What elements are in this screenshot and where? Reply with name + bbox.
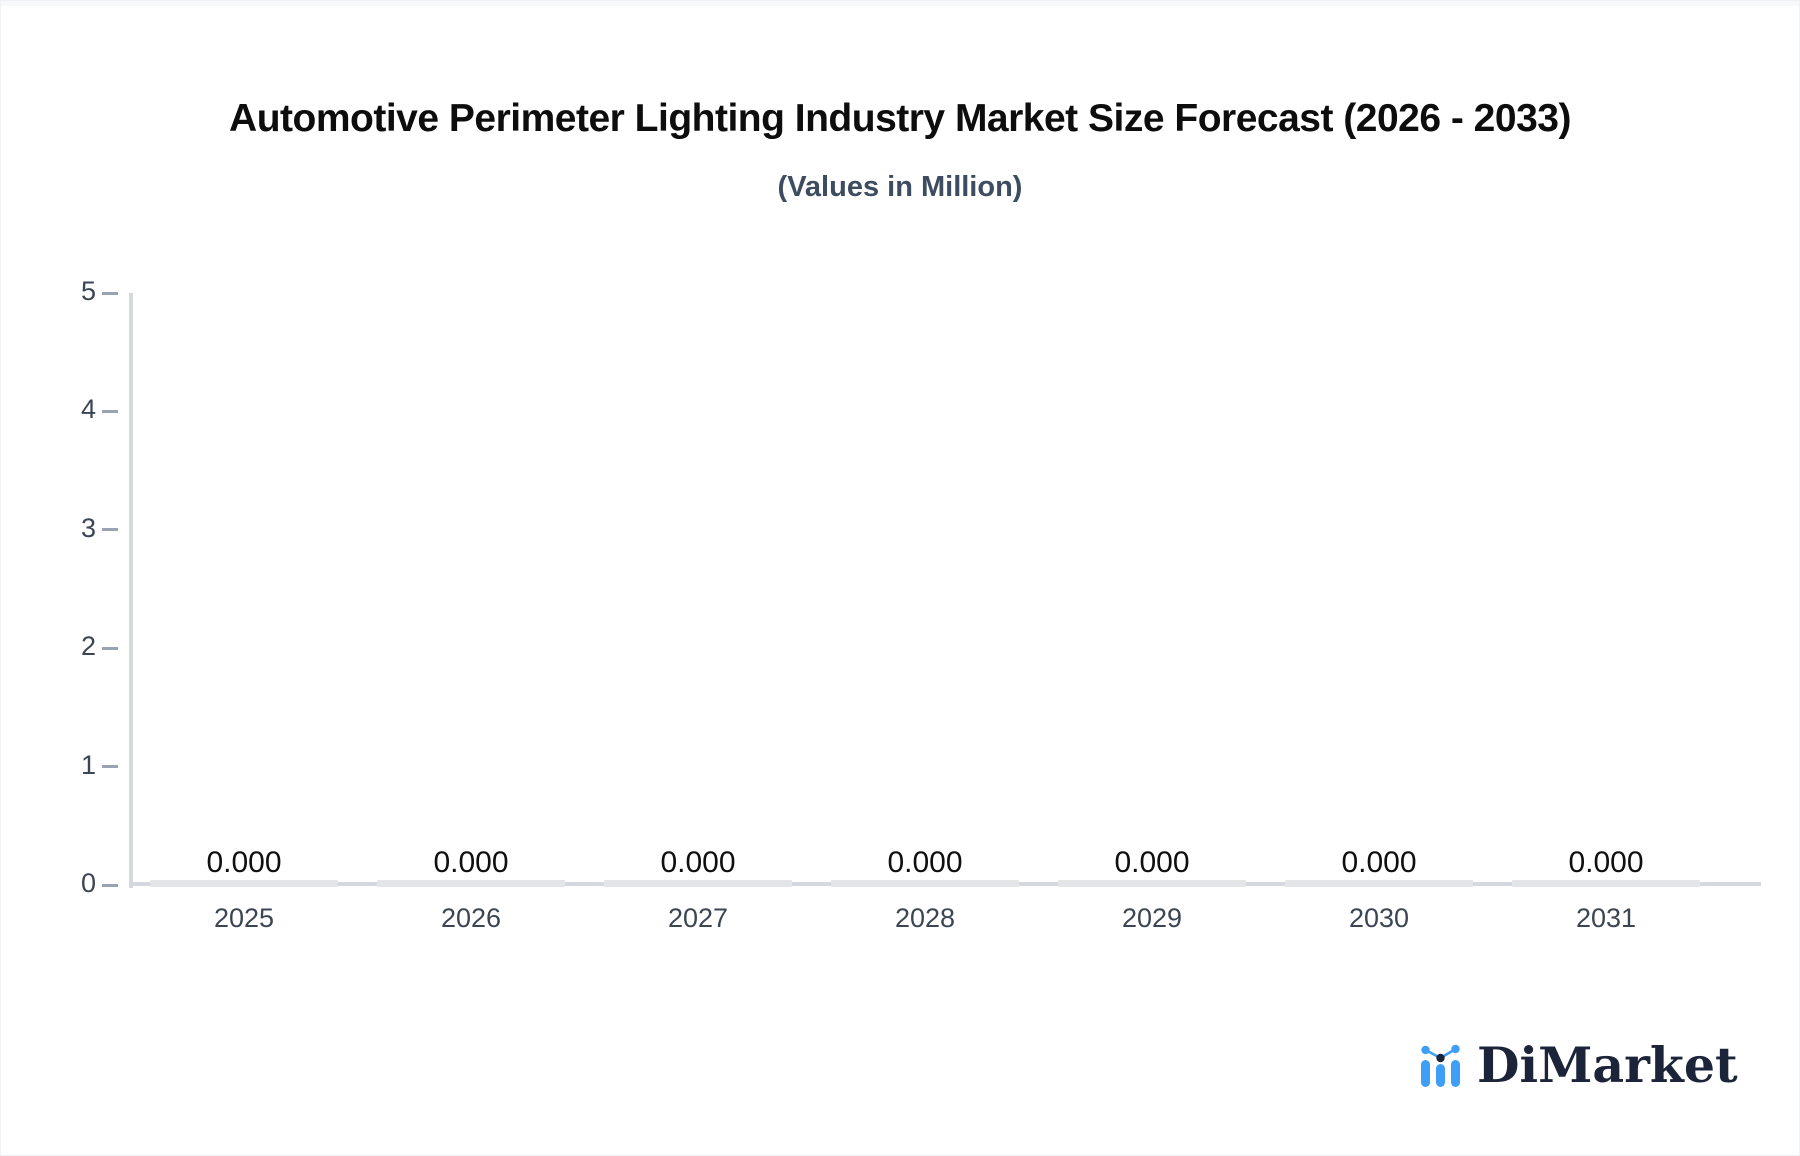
bar [150, 880, 338, 887]
dimarket-logo-text: DiMarket [1477, 1036, 1738, 1094]
y-tick-mark [102, 883, 118, 887]
x-axis-label: 2028 [894, 903, 956, 933]
x-axis-label: 2027 [667, 903, 729, 933]
x-axis-label: 2026 [440, 903, 502, 933]
y-tick-mark [102, 409, 118, 413]
bar [604, 880, 792, 887]
y-tick-label: 5 [80, 276, 96, 306]
bar [1285, 880, 1473, 887]
y-tick-label: 4 [80, 394, 96, 425]
y-tick-label: 1 [80, 749, 96, 780]
y-tick-mark [102, 291, 118, 295]
bar [1512, 880, 1700, 887]
chart-subtitle: (Values in Million) [777, 171, 1023, 203]
bar-value-label: 0.000 [887, 846, 963, 879]
bar-value-label: 0.000 [1114, 846, 1190, 879]
bar-value-label: 0.000 [433, 846, 509, 879]
y-tick-label: 3 [80, 512, 96, 543]
x-axis-label: 2030 [1348, 903, 1410, 933]
bar [377, 880, 565, 887]
y-tick-mark [102, 765, 118, 769]
bar [831, 880, 1019, 887]
y-tick-label: 0 [80, 868, 96, 898]
x-axis-label: 2031 [1575, 903, 1637, 933]
bar-value-label: 0.000 [1568, 846, 1644, 879]
y-tick-mark [102, 646, 118, 650]
y-tick-mark [102, 528, 118, 532]
y-tick-label: 2 [80, 631, 96, 662]
x-axis-label: 2025 [213, 903, 275, 933]
bar-value-label: 0.000 [206, 846, 282, 879]
y-axis-line [129, 293, 133, 888]
x-axis-label: 2029 [1121, 903, 1183, 933]
bar-value-label: 0.000 [1341, 846, 1417, 879]
bar [1058, 880, 1246, 887]
dimarket-logo: DiMarket [1419, 1041, 1738, 1101]
bar-line-chart-icon [1421, 1044, 1460, 1087]
bar-value-label: 0.000 [660, 846, 736, 879]
chart-title: Automotive Perimeter Lighting Industry M… [229, 97, 1571, 140]
page-top-edge [1, 1, 1799, 6]
